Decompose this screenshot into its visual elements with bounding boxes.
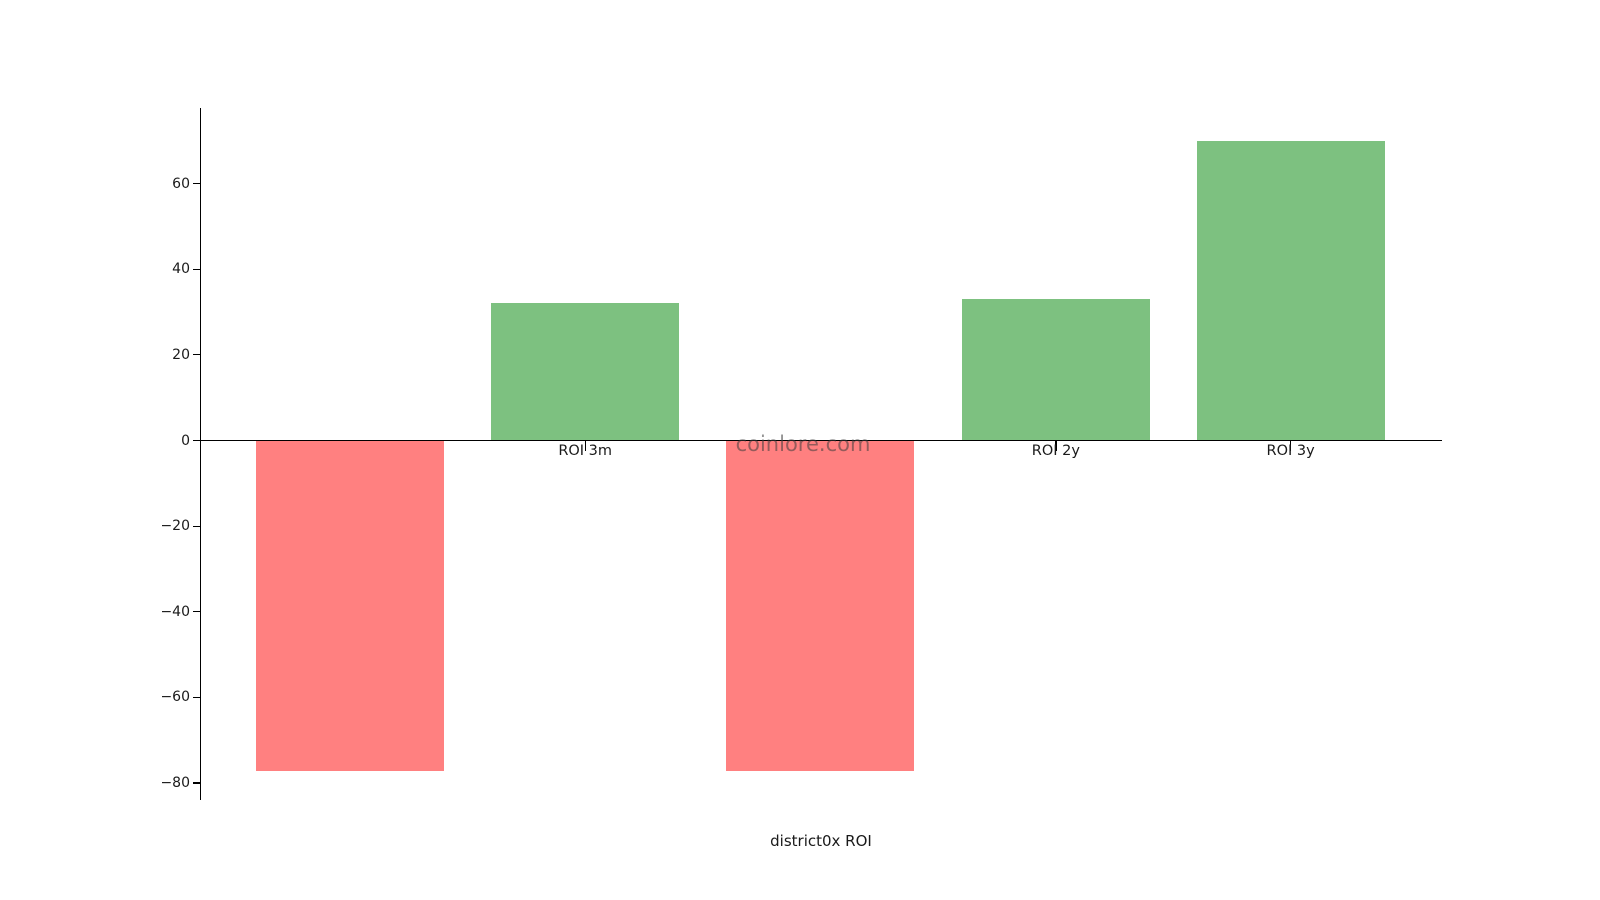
bar bbox=[961, 299, 1150, 441]
bar bbox=[725, 441, 914, 772]
y-tick-label: 0 bbox=[181, 432, 190, 449]
y-tick-mark bbox=[193, 439, 200, 442]
x-tick-label: ROI 3y bbox=[1266, 443, 1315, 459]
y-tick-label: 20 bbox=[172, 346, 190, 363]
y-tick-label: −80 bbox=[160, 775, 190, 792]
y-tick-label: 40 bbox=[172, 261, 190, 278]
chart-title: district0x ROI bbox=[770, 832, 872, 850]
y-tick-label: −20 bbox=[160, 518, 190, 535]
y-tick-mark bbox=[193, 611, 200, 613]
y-axis-line bbox=[199, 108, 201, 800]
y-tick-mark bbox=[193, 782, 200, 784]
y-tick-label: 60 bbox=[172, 175, 190, 192]
x-tick-mark bbox=[1055, 441, 1057, 451]
y-tick-mark bbox=[193, 525, 200, 527]
x-axis-zero-line bbox=[199, 440, 1442, 442]
watermark-text: coinlore.com bbox=[735, 432, 871, 456]
y-tick-mark bbox=[193, 354, 200, 356]
x-tick-label: ROI 3m bbox=[558, 443, 613, 459]
bar bbox=[1196, 140, 1385, 441]
y-tick-mark bbox=[193, 268, 200, 270]
y-tick-label: −40 bbox=[160, 603, 190, 620]
x-tick-mark bbox=[1289, 441, 1292, 451]
y-tick-mark bbox=[193, 696, 200, 699]
y-tick-mark bbox=[193, 182, 200, 185]
bar bbox=[255, 441, 444, 772]
y-tick-label: −60 bbox=[160, 689, 190, 706]
bar bbox=[491, 303, 680, 441]
x-tick-label: ROI 2y bbox=[1031, 443, 1080, 459]
x-tick-mark bbox=[584, 441, 586, 451]
